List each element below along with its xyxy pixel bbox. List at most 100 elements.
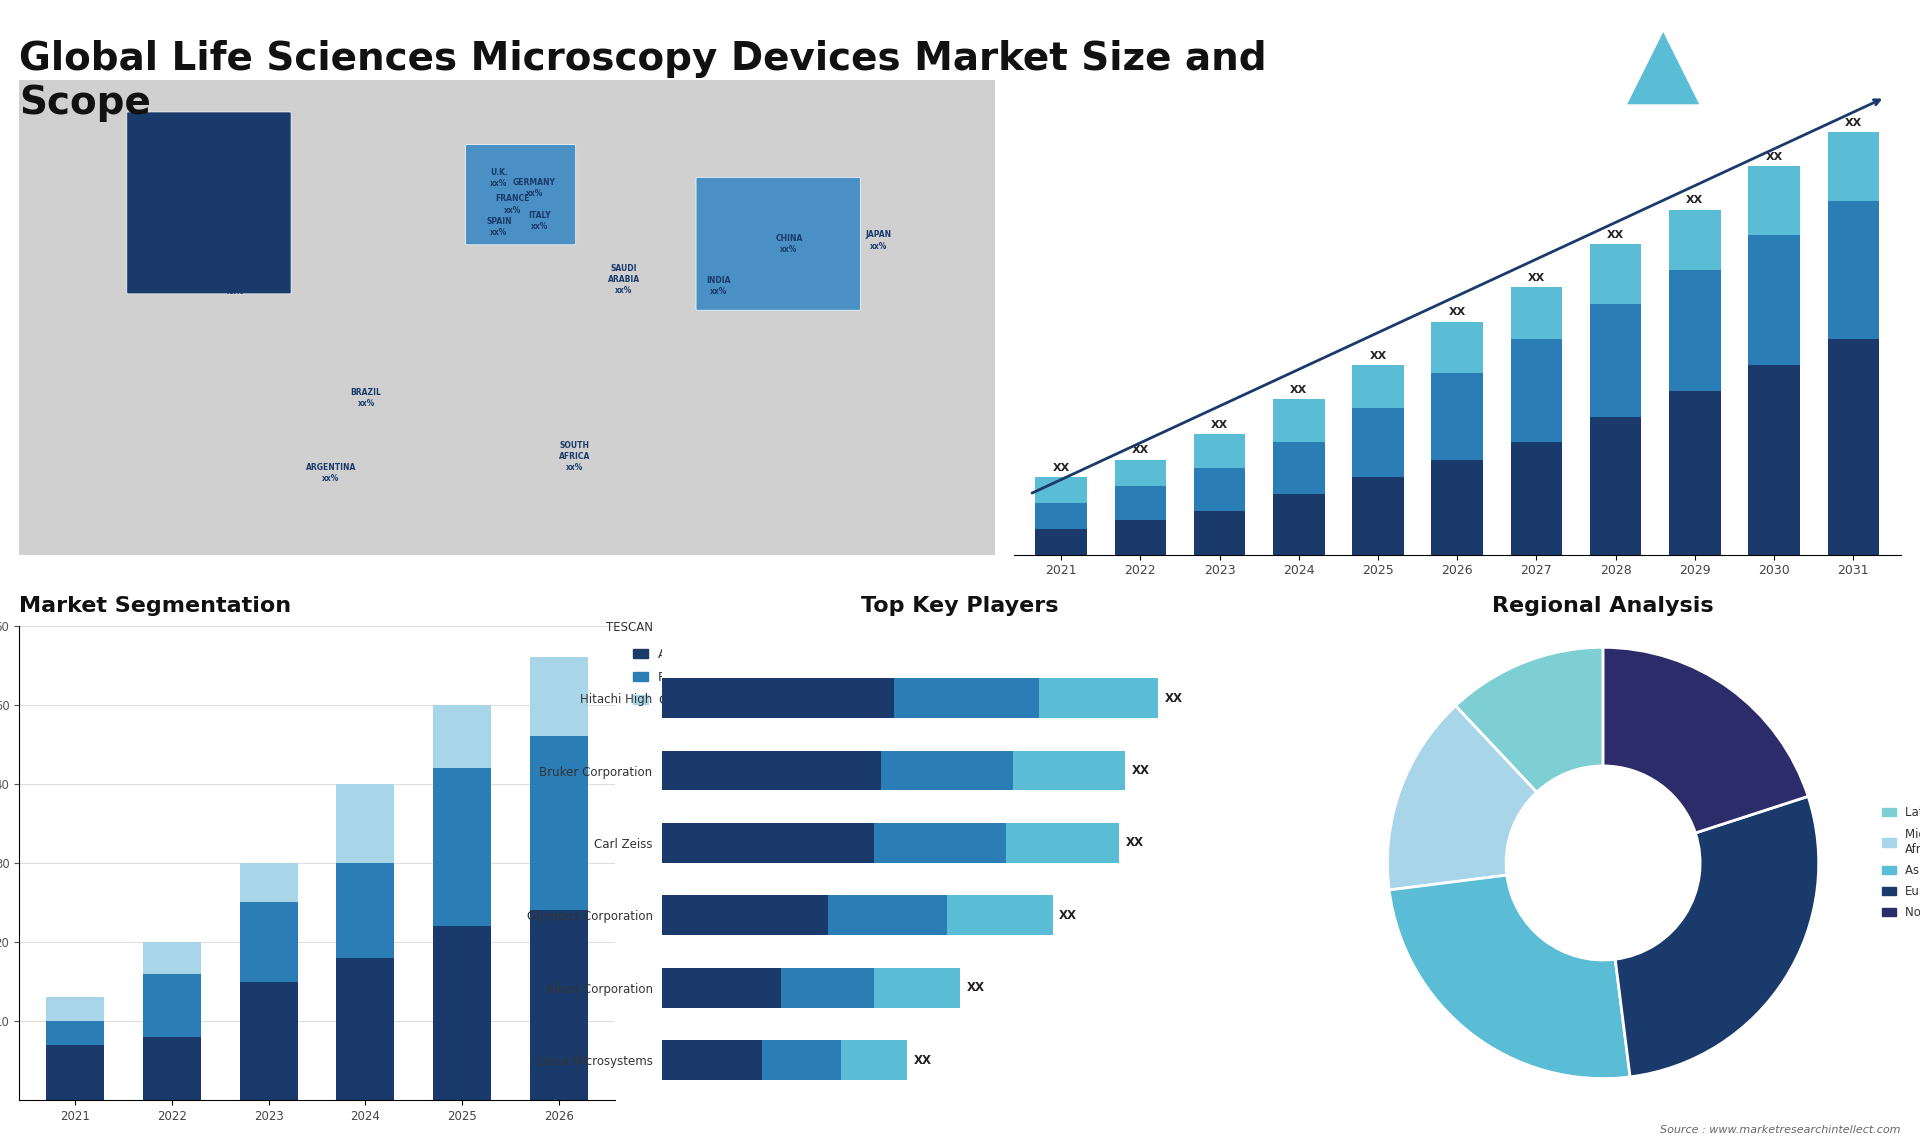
Bar [1828,201,1880,339]
Bar [1590,244,1642,305]
Text: RESEARCH: RESEARCH [1713,61,1772,71]
Text: INDIA
xx%: INDIA xx% [707,276,732,297]
Text: MARKET: MARKET [1713,34,1759,45]
Text: ITALY
xx%: ITALY xx% [528,211,551,231]
Bar [1352,364,1404,408]
Text: U.S.
xx%: U.S. xx% [227,218,244,237]
Text: ARGENTINA
xx%: ARGENTINA xx% [305,463,355,482]
Wedge shape [1615,796,1818,1077]
Text: FRANCE
xx%: FRANCE xx% [495,195,530,214]
Bar [1035,528,1087,555]
Bar [336,958,394,1100]
Text: XX: XX [1448,307,1465,317]
Wedge shape [1455,647,1603,792]
Bar [662,823,874,863]
Bar [781,968,874,1007]
Bar [1828,132,1880,201]
Text: XX: XX [966,981,985,995]
Bar [240,903,298,982]
Bar [762,1041,841,1080]
Bar [881,751,1014,791]
Bar [1352,408,1404,477]
FancyBboxPatch shape [127,112,292,293]
Bar [828,895,947,935]
Text: U.K.
xx%: U.K. xx% [490,168,509,188]
FancyBboxPatch shape [467,144,576,245]
Bar [1668,270,1720,391]
Bar [1511,288,1563,339]
Bar [662,968,781,1007]
Bar [1590,417,1642,555]
Text: INTELLECT: INTELLECT [1713,89,1763,99]
Bar [662,895,828,935]
Text: MEXICO
xx%: MEXICO xx% [219,276,253,297]
Bar [1273,442,1325,494]
Bar [1035,503,1087,528]
Bar [1194,434,1246,469]
Text: SPAIN
xx%: SPAIN xx% [486,218,513,237]
Wedge shape [1603,647,1809,833]
Text: GERMANY
xx%: GERMANY xx% [513,178,555,198]
Bar [1273,399,1325,442]
Bar [1039,678,1158,719]
Text: XX: XX [1528,273,1546,283]
Bar [1432,460,1482,555]
Bar [662,678,895,719]
Text: XX: XX [1052,463,1069,472]
Bar [1432,322,1482,374]
Text: XX: XX [1686,195,1703,205]
Bar [432,768,492,926]
Bar [1749,364,1799,555]
Text: SAUDI
ARABIA
xx%: SAUDI ARABIA xx% [607,265,639,296]
Bar [530,658,588,737]
Bar [1749,166,1799,235]
Text: XX: XX [1165,692,1183,705]
FancyBboxPatch shape [697,178,860,311]
Bar [895,678,1039,719]
Wedge shape [1390,876,1630,1078]
Bar [662,1041,762,1080]
Bar [1116,520,1165,555]
Bar [46,1045,104,1100]
Text: Global Life Sciences Microscopy Devices Market Size and
Scope: Global Life Sciences Microscopy Devices … [19,40,1267,123]
Bar [1014,751,1125,791]
Text: XX: XX [1607,230,1624,240]
Bar [142,974,202,1037]
Bar [662,751,881,791]
Bar [142,1037,202,1100]
Bar [432,926,492,1100]
Bar [46,997,104,1021]
Bar [1035,477,1087,503]
Text: XX: XX [1845,118,1862,127]
Text: XX: XX [1060,909,1077,921]
Bar [1828,339,1880,555]
Text: CANADA
xx%: CANADA xx% [204,146,240,165]
Bar [336,784,394,863]
Text: XX: XX [1369,351,1386,361]
Bar [874,823,1006,863]
Title: Top Key Players: Top Key Players [862,596,1058,615]
Text: Market Segmentation: Market Segmentation [19,596,292,615]
Bar [1352,477,1404,555]
Bar [1590,305,1642,417]
Title: Regional Analysis: Regional Analysis [1492,596,1715,615]
Legend: Latin America, Middle East &
Africa, Asia Pacific, Europe, North America: Latin America, Middle East & Africa, Asi… [1878,802,1920,924]
Bar [240,982,298,1100]
Bar [1511,442,1563,555]
Bar [1668,391,1720,555]
Polygon shape [1628,32,1699,104]
Bar [1116,460,1165,486]
Bar [530,910,588,1100]
Bar [142,942,202,974]
Text: SOUTH
AFRICA
xx%: SOUTH AFRICA xx% [559,441,591,472]
Bar [1668,210,1720,270]
Text: Source : www.marketresearchintellect.com: Source : www.marketresearchintellect.com [1661,1124,1901,1135]
Bar [874,968,960,1007]
Bar [1116,486,1165,520]
Bar [1432,374,1482,460]
Text: XX: XX [1131,446,1148,455]
Bar [841,1041,906,1080]
Bar [240,863,298,903]
Circle shape [1505,766,1699,960]
Text: XX: XX [1125,837,1144,849]
